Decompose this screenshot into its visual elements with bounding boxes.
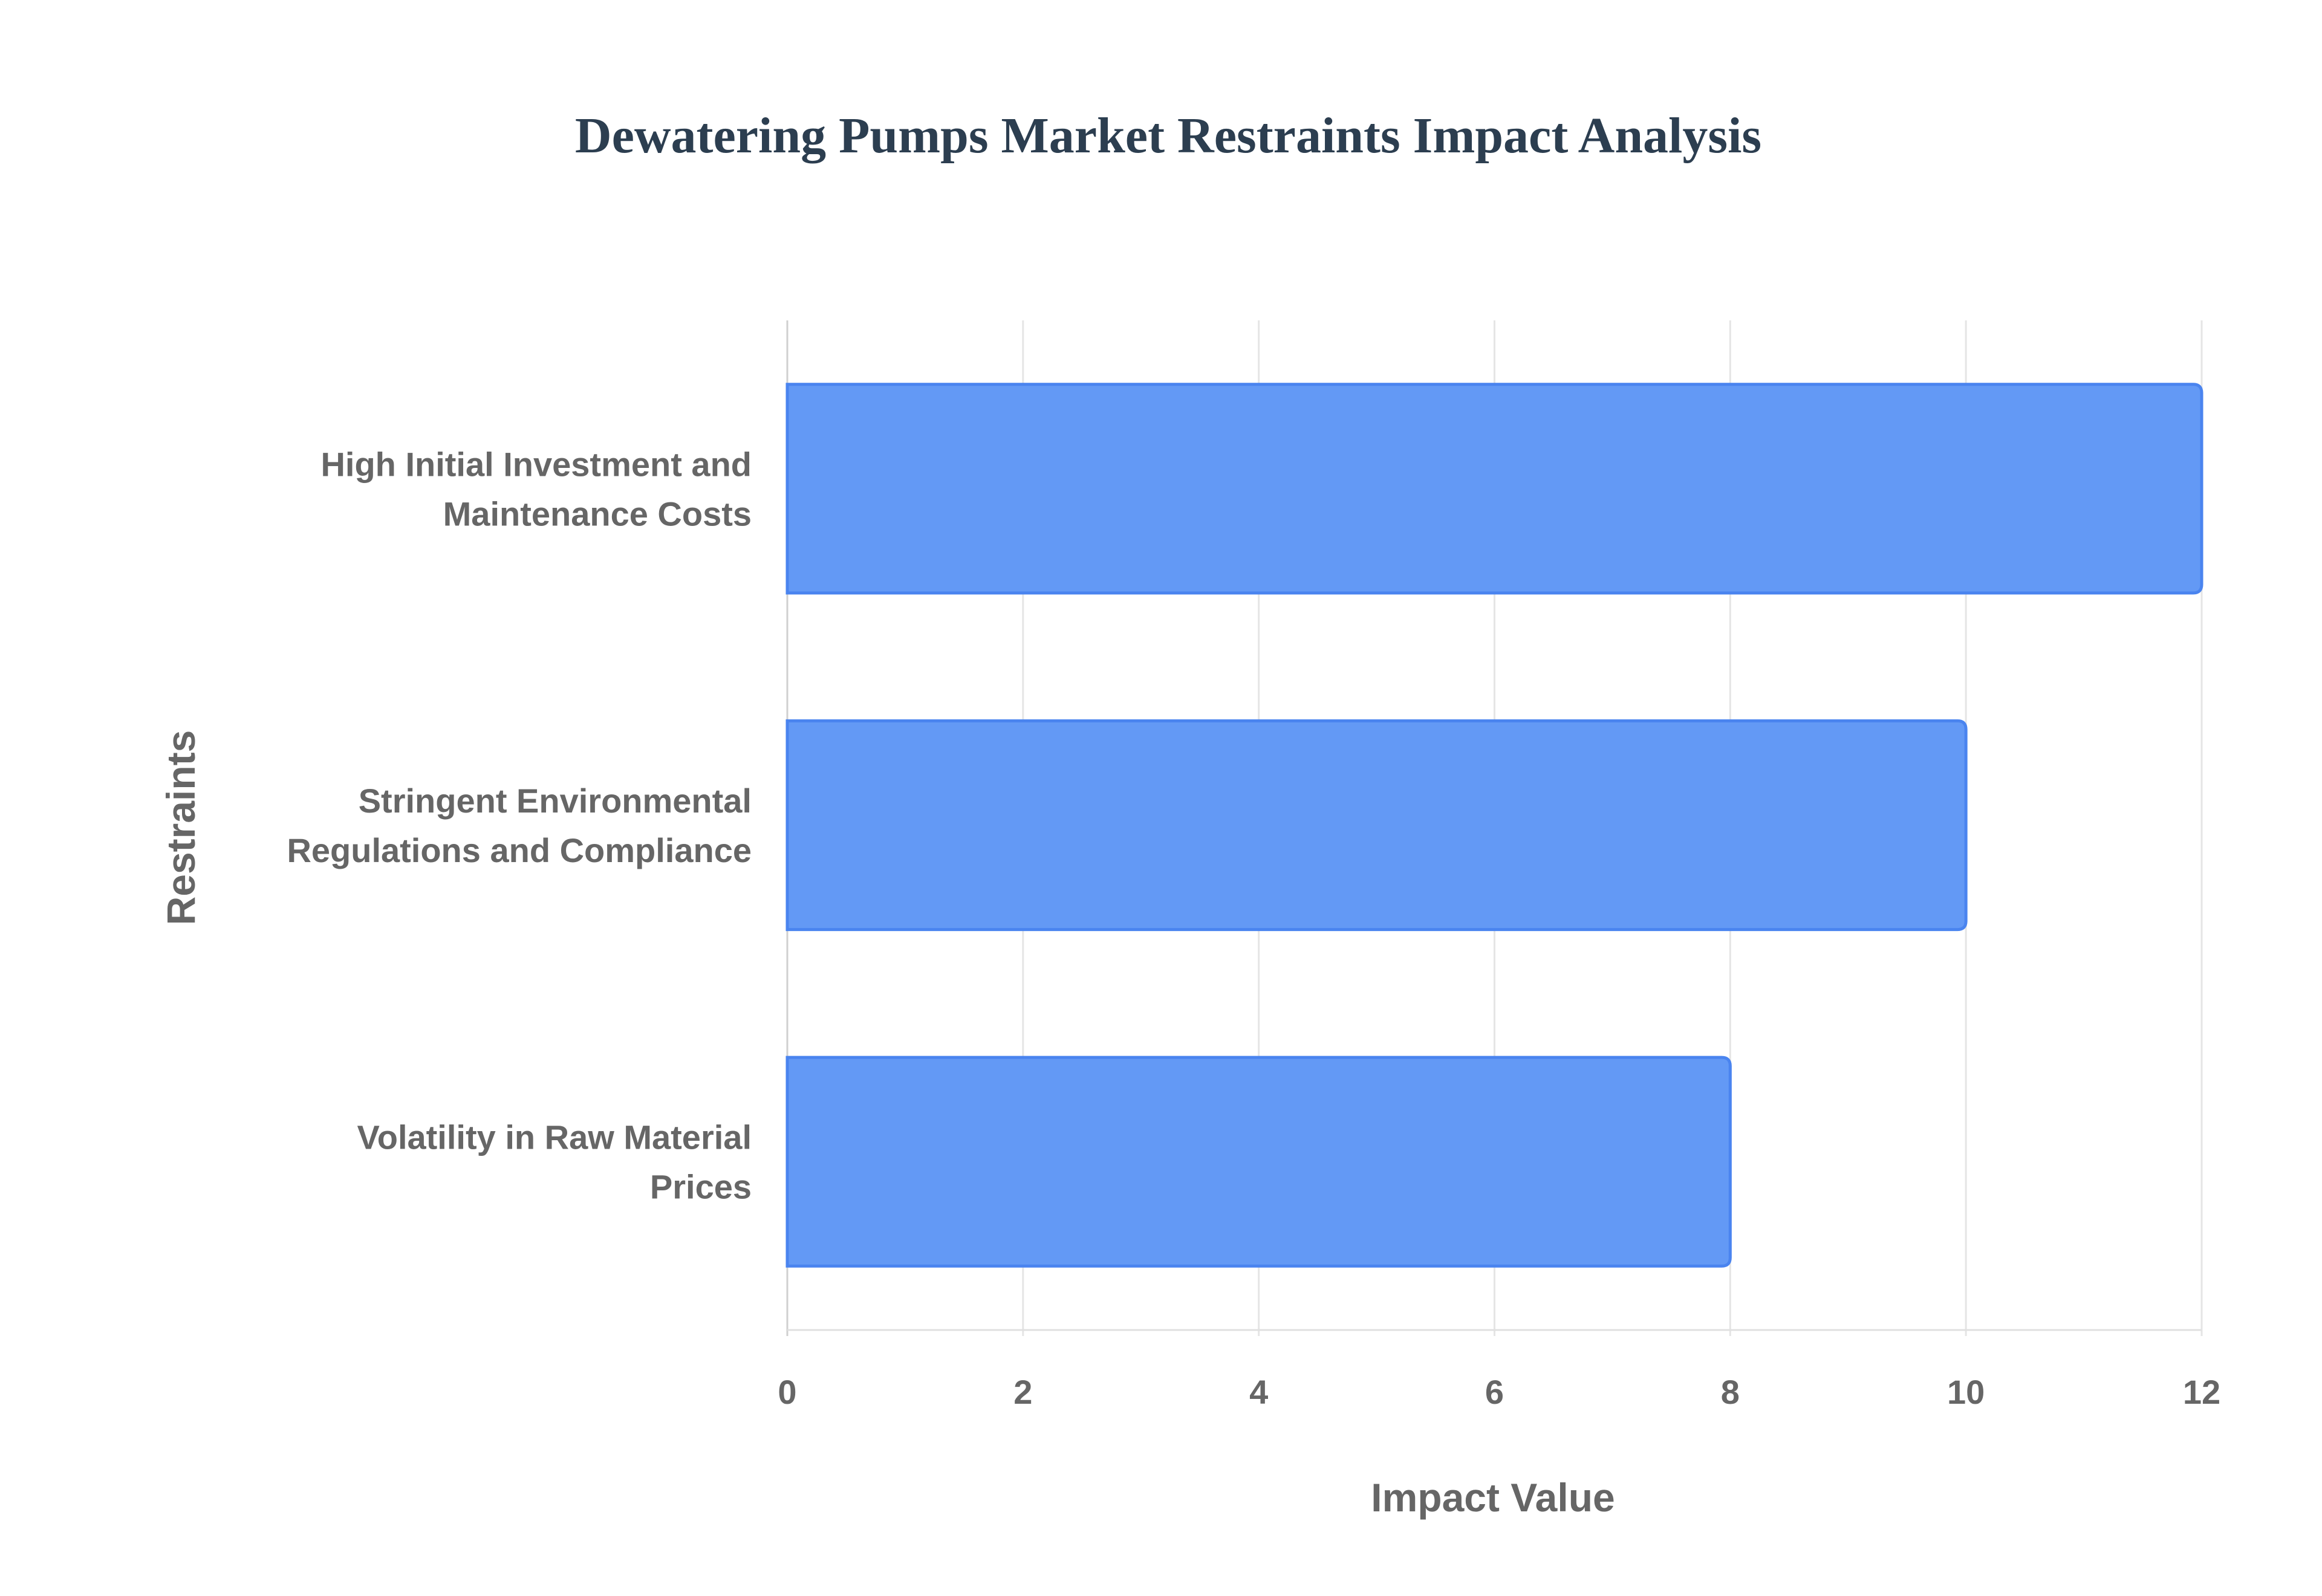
bar[interactable]	[785, 1056, 1732, 1268]
x-tick-label: 8	[1721, 1373, 1740, 1411]
chart-title: Dewatering Pumps Market Restraints Impac…	[575, 108, 1761, 164]
x-tick-label: 10	[1947, 1373, 1985, 1411]
category-label: Volatility in Raw Material Prices	[357, 1118, 752, 1206]
y-axis-title: Restraints	[158, 730, 203, 926]
bar[interactable]	[785, 719, 1968, 932]
x-tick-label: 2	[1013, 1373, 1032, 1411]
category-labels: High Initial Investment and Maintenance C…	[287, 445, 752, 1205]
category-label-line: Stringent Environmental	[359, 782, 752, 820]
category-label-line: Regulations and Compliance	[287, 831, 752, 869]
bar[interactable]	[785, 383, 2203, 595]
x-tick-label: 0	[778, 1373, 796, 1411]
x-axis-title: Impact Value	[1371, 1475, 1615, 1520]
category-label-line: Prices	[650, 1168, 752, 1206]
x-tick-label: 12	[2183, 1373, 2220, 1411]
x-tick-label: 4	[1249, 1373, 1268, 1411]
x-tick-label: 6	[1485, 1373, 1504, 1411]
category-label: Stringent Environmental Regulations and C…	[287, 782, 752, 869]
category-label-line: Maintenance Costs	[443, 495, 752, 533]
x-tick-labels: 0 2 4 6 8 10 12	[778, 1373, 2220, 1411]
category-label: High Initial Investment and Maintenance C…	[320, 445, 752, 533]
category-label-line: Volatility in Raw Material	[357, 1118, 752, 1156]
category-label-line: High Initial Investment and	[320, 445, 752, 483]
bars	[785, 383, 2203, 1268]
